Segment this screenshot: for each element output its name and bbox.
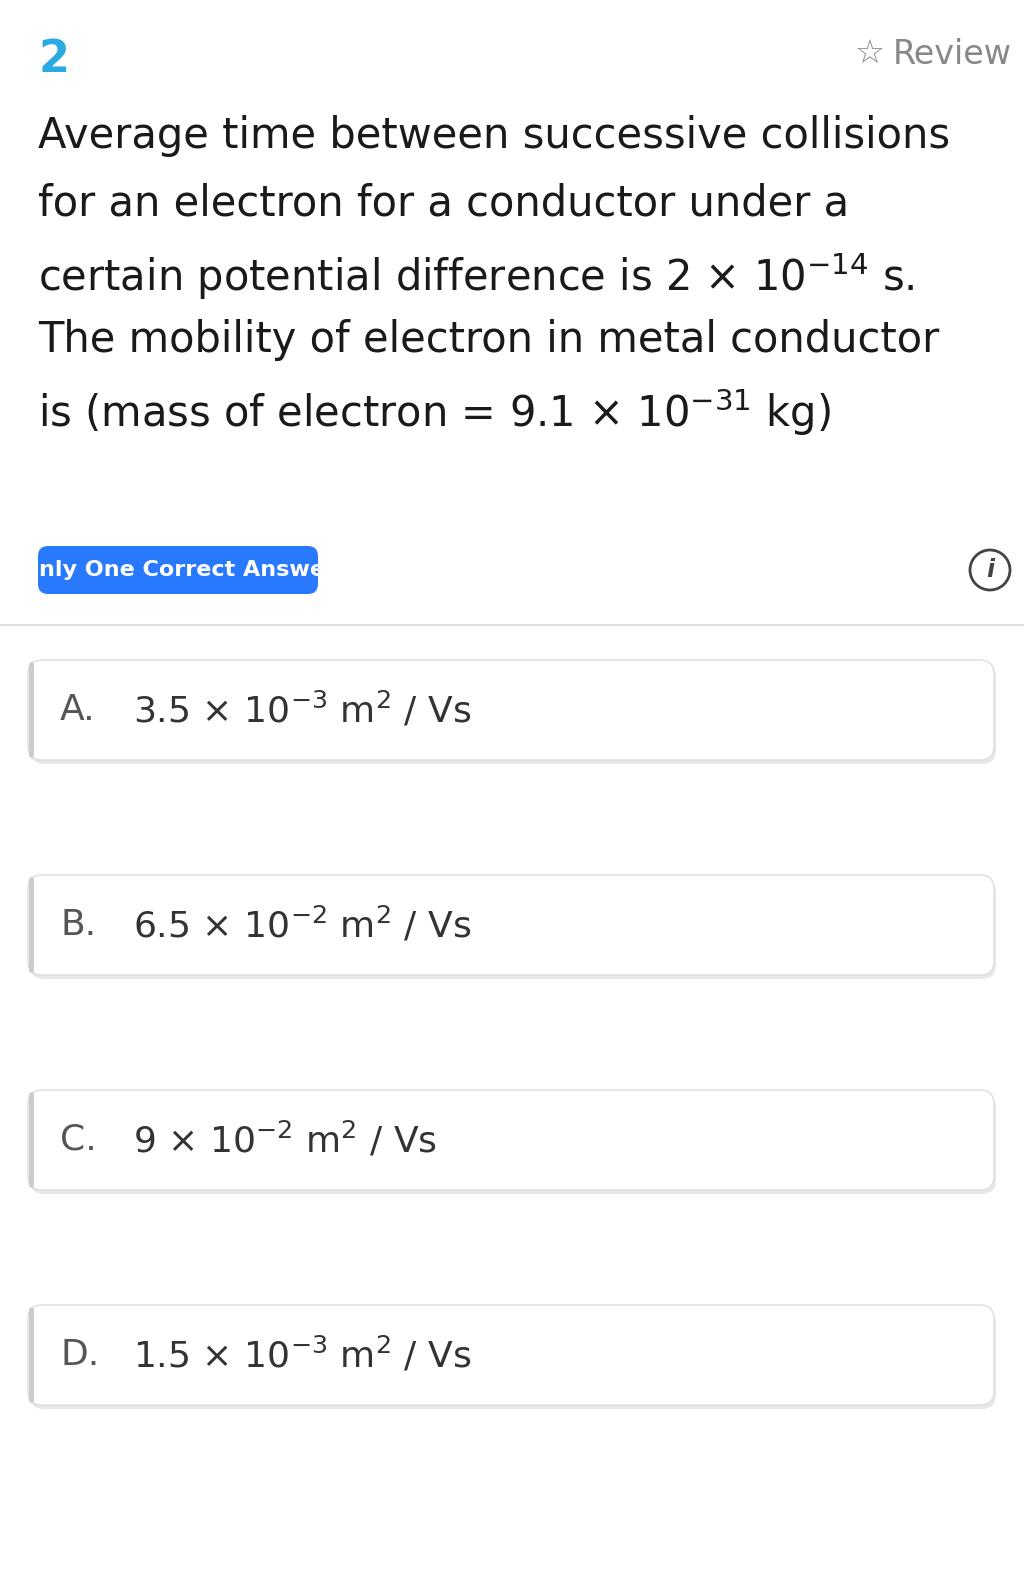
Text: 3.5 $\times$ 10$^{-3}$ m$^{2}$ / Vs: 3.5 $\times$ 10$^{-3}$ m$^{2}$ / Vs	[133, 690, 471, 729]
Text: A.: A.	[60, 693, 95, 728]
Text: Only One Correct Answer: Only One Correct Answer	[20, 559, 336, 580]
Text: 9 $\times$ 10$^{-2}$ m$^{2}$ / Vs: 9 $\times$ 10$^{-2}$ m$^{2}$ / Vs	[133, 1120, 437, 1160]
Text: 6.5 $\times$ 10$^{-2}$ m$^{2}$ / Vs: 6.5 $\times$ 10$^{-2}$ m$^{2}$ / Vs	[133, 906, 471, 944]
Text: D.: D.	[60, 1338, 99, 1371]
Text: The mobility of electron in metal conductor: The mobility of electron in metal conduc…	[38, 319, 939, 361]
FancyBboxPatch shape	[28, 876, 994, 976]
FancyBboxPatch shape	[30, 664, 996, 764]
FancyBboxPatch shape	[29, 1092, 34, 1189]
Text: is (mass of electron = 9.1 $\times$ 10$^{-31}$ kg): is (mass of electron = 9.1 $\times$ 10$^…	[38, 388, 831, 439]
Text: i: i	[986, 558, 994, 582]
FancyBboxPatch shape	[30, 879, 996, 979]
Text: B.: B.	[60, 907, 96, 942]
FancyBboxPatch shape	[28, 1090, 994, 1190]
Text: 2: 2	[38, 38, 69, 81]
FancyBboxPatch shape	[29, 1308, 34, 1403]
Text: for an electron for a conductor under a: for an electron for a conductor under a	[38, 183, 849, 226]
FancyBboxPatch shape	[29, 877, 34, 972]
FancyBboxPatch shape	[38, 547, 318, 594]
FancyBboxPatch shape	[29, 663, 34, 758]
Text: certain potential difference is 2 $\times$ 10$^{-14}$ s.: certain potential difference is 2 $\time…	[38, 251, 914, 302]
Text: Review: Review	[893, 38, 1012, 72]
FancyBboxPatch shape	[30, 1093, 996, 1193]
Text: 1.5 $\times$ 10$^{-3}$ m$^{2}$ / Vs: 1.5 $\times$ 10$^{-3}$ m$^{2}$ / Vs	[133, 1335, 471, 1374]
FancyBboxPatch shape	[30, 1309, 996, 1409]
Text: Average time between successive collisions: Average time between successive collisio…	[38, 114, 950, 157]
Text: C.: C.	[60, 1123, 96, 1157]
Text: ☆: ☆	[855, 38, 885, 72]
FancyBboxPatch shape	[28, 1305, 994, 1405]
FancyBboxPatch shape	[28, 659, 994, 760]
